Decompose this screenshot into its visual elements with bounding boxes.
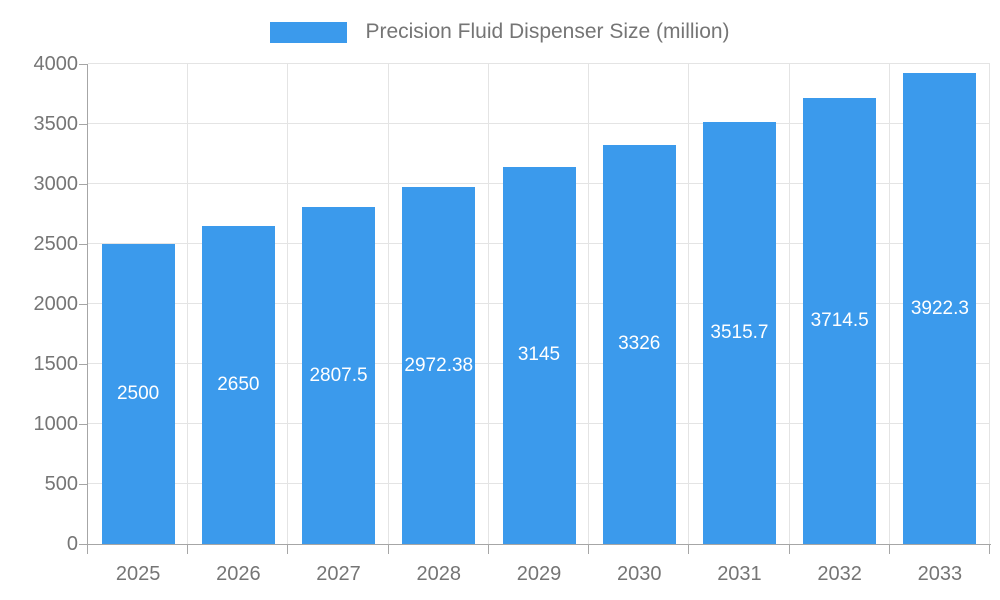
x-axis-tick: [688, 544, 689, 554]
y-axis-tick: [79, 424, 87, 425]
y-axis-tick: [79, 124, 87, 125]
legend-swatch[interactable]: [270, 21, 348, 43]
bar-value-label: 3922.3: [910, 297, 969, 319]
y-axis-tick: [79, 304, 87, 305]
y-axis-label: 500: [44, 473, 78, 495]
y-axis-tick: [79, 64, 87, 65]
x-axis-label: 2032: [817, 563, 862, 585]
x-axis-tick: [388, 544, 389, 554]
x-gridline: [487, 64, 489, 544]
x-axis-label: 2033: [917, 563, 963, 585]
bar-value-label: 3515.7: [710, 322, 769, 344]
x-axis-label: 2030: [616, 563, 662, 585]
x-axis-label: 2026: [216, 563, 261, 585]
x-axis-tick: [889, 544, 890, 554]
bar-value-label: 2650: [217, 374, 260, 395]
bar: [803, 98, 877, 544]
bar: [402, 187, 476, 544]
y-axis-label: 4000: [33, 53, 79, 75]
y-axis-label: 2000: [33, 293, 79, 315]
y-axis-tick: [79, 364, 87, 365]
y-axis-tick: [79, 244, 87, 245]
bar-value-label: 3714.5: [810, 310, 869, 332]
x-axis-tick: [87, 544, 88, 554]
plot-area: 2500 2650 2807.5 2972.38 3145 3326 3515.7 3714.…: [88, 63, 990, 544]
bar-value-label: 3326: [618, 333, 661, 355]
x-axis-tick: [287, 544, 288, 554]
y-axis-label: 3000: [33, 173, 79, 195]
x-gridline: [688, 64, 690, 544]
y-gridline: [88, 123, 990, 124]
bar-value-label: 2500: [116, 383, 160, 404]
y-axis-label: 0: [66, 533, 78, 555]
x-axis-tick: [488, 544, 489, 554]
bar: [602, 144, 676, 544]
x-gridline: [287, 64, 289, 544]
y-axis-tick: [79, 184, 87, 185]
x-gridline: [187, 64, 189, 544]
y-axis-tick: [79, 484, 87, 485]
y-axis-label: 1500: [33, 353, 79, 375]
x-axis-label: 2027: [316, 563, 361, 585]
legend-label[interactable]: Precision Fluid Dispenser Size (million): [365, 20, 730, 43]
x-gridline: [788, 64, 790, 544]
y-gridline: [88, 63, 990, 64]
bar: [903, 73, 977, 544]
x-axis-tick: [989, 544, 990, 554]
x-gridline: [989, 64, 990, 544]
bar: [101, 244, 175, 544]
legend: Precision Fluid Dispenser Size (million): [0, 20, 1000, 43]
x-axis-tick: [789, 544, 790, 554]
x-axis-label: 2028: [416, 563, 462, 585]
y-axis-label: 3500: [33, 113, 79, 135]
x-gridline: [387, 64, 389, 544]
y-axis-label: 1000: [33, 413, 79, 435]
x-axis-tick: [588, 544, 589, 554]
bar: [302, 207, 376, 544]
bar: [201, 226, 275, 544]
x-axis-label: 2029: [516, 563, 562, 585]
bar-value-label: 3145: [517, 344, 561, 366]
x-gridline: [588, 64, 590, 544]
x-axis-label: 2031: [717, 563, 762, 585]
x-axis-label: 2025: [115, 563, 161, 585]
bar-value-label: 2807.5: [309, 364, 368, 386]
x-axis-line: [87, 544, 991, 545]
y-axis-tick: [79, 544, 87, 545]
bar-value-label: 2972.38: [404, 354, 474, 376]
y-axis-line: [87, 64, 88, 544]
bar: [502, 166, 576, 544]
y-axis-label: 2500: [33, 233, 79, 255]
x-gridline: [888, 64, 890, 544]
bar: [702, 122, 776, 544]
x-axis-tick: [187, 544, 188, 554]
